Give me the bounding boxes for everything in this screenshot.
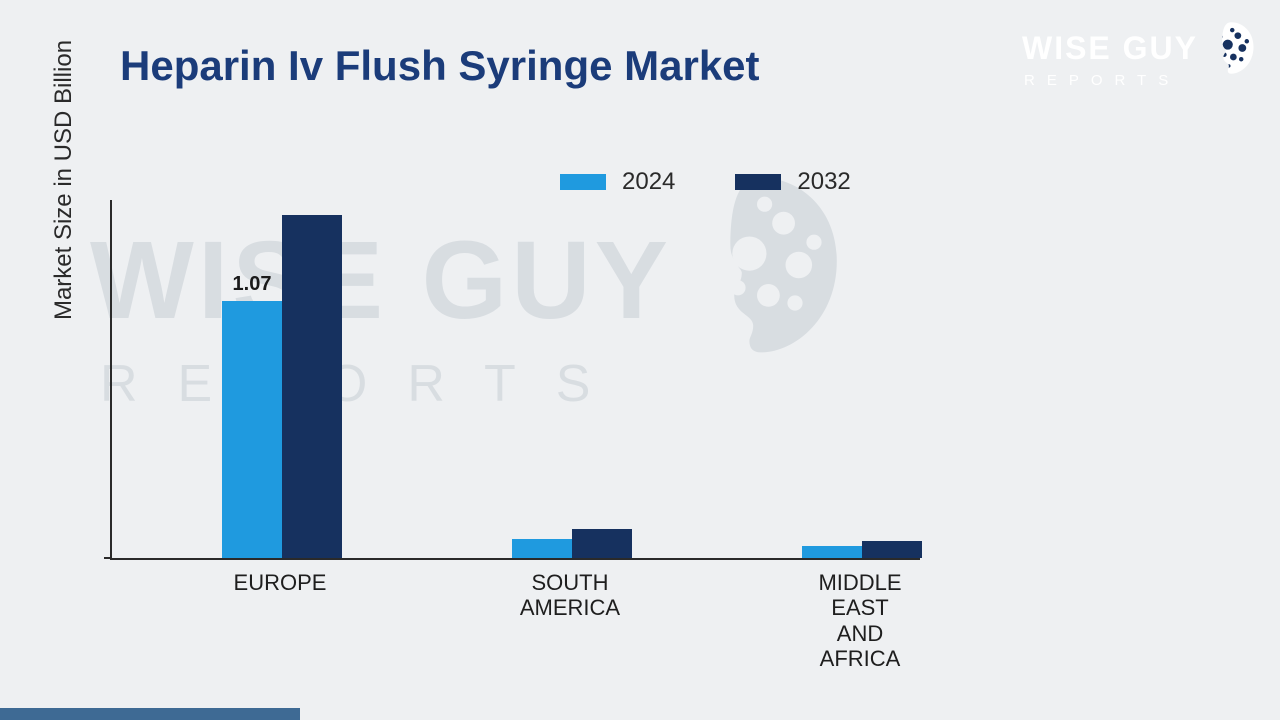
bar bbox=[572, 529, 632, 558]
bar bbox=[512, 539, 572, 558]
bar-group: 1.07 bbox=[192, 215, 372, 558]
x-axis-category-label: SOUTHAMERICA bbox=[480, 570, 660, 621]
bar bbox=[802, 546, 862, 558]
chart-title: Heparin Iv Flush Syringe Market bbox=[120, 42, 760, 90]
brand-name-top: WISE GUY bbox=[1022, 30, 1198, 67]
x-axis-category-label: EUROPE bbox=[190, 570, 370, 595]
y-axis-tick bbox=[104, 557, 112, 559]
brand-head-icon bbox=[1202, 20, 1258, 76]
y-axis-label: Market Size in USD Billion bbox=[50, 0, 78, 370]
bar-group bbox=[772, 541, 952, 558]
plot-area: 1.07 bbox=[110, 200, 920, 560]
bar bbox=[862, 541, 922, 558]
bar bbox=[282, 215, 342, 558]
bottom-accent-bar bbox=[0, 708, 300, 720]
x-axis-category-label: MIDDLEEASTANDAFRICA bbox=[770, 570, 950, 671]
bar-value-label: 1.07 bbox=[233, 273, 272, 296]
bar-group bbox=[482, 529, 662, 558]
chart-area: Market Size in USD Billion 1.07 EUROPESO… bbox=[100, 170, 930, 670]
brand-logo: WISE GUY bbox=[1022, 20, 1258, 89]
bar: 1.07 bbox=[222, 301, 282, 558]
